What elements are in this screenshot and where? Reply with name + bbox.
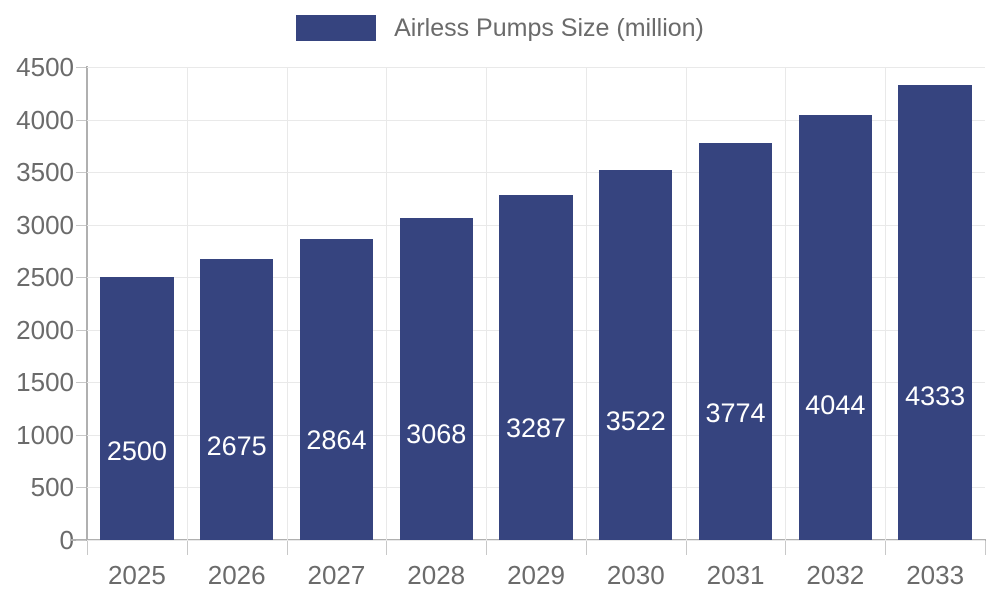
x-tick-label-2032: 2032	[806, 560, 865, 590]
y-tick-label: 1500	[16, 367, 74, 398]
x-tick-mark	[386, 541, 387, 555]
y-tick-mark	[76, 277, 86, 279]
gridline-vertical	[287, 67, 288, 540]
gridline-vertical	[187, 67, 188, 540]
bar-2028[interactable]: 3068	[399, 217, 473, 540]
chart-legend: Airless Pumps Size (million)	[0, 0, 1000, 56]
y-tick-label: 2000	[16, 314, 74, 345]
y-axis-tick-labels: 0 500 1000 1500 2000 2500 3000 3500 4000 4500	[0, 0, 74, 600]
gridline-vertical	[885, 67, 886, 540]
bars-layer: 2500 2675 2864 3068 3287 3522 3774 4044 4333	[87, 67, 985, 540]
gridline-vertical	[386, 67, 387, 540]
x-tick-label-2033: 2033	[906, 560, 965, 590]
bar-value-label: 2500	[106, 436, 167, 467]
y-tick-mark	[76, 67, 86, 68]
y-tick-label: 2500	[16, 262, 74, 293]
y-tick-mark	[76, 487, 86, 489]
gridline-vertical	[486, 67, 487, 540]
gridline-vertical	[586, 67, 587, 540]
x-tick-mark	[785, 541, 786, 555]
x-tick-label-2028: 2028	[407, 560, 466, 590]
x-tick-mark	[985, 541, 986, 555]
bar-value-label: 3774	[705, 397, 766, 428]
bar-value-label: 3287	[505, 412, 567, 443]
x-tick-label-2026: 2026	[207, 560, 266, 590]
bar-value-label: 2675	[206, 430, 267, 461]
bar-value-label: 3522	[605, 405, 666, 436]
gridline-horizontal	[87, 119, 985, 121]
y-tick-label: 3000	[16, 209, 74, 240]
bar-2026[interactable]: 2675	[199, 258, 274, 540]
x-tick-label-2025: 2025	[107, 560, 166, 590]
y-tick-label: 1000	[16, 419, 74, 450]
gridline-vertical	[785, 67, 786, 540]
legend-color-swatch-icon	[296, 15, 377, 41]
x-tick-label-2031: 2031	[706, 560, 765, 590]
gridline-horizontal	[87, 172, 985, 174]
gridline-horizontal	[87, 540, 985, 541]
bar-2027[interactable]: 2864	[299, 238, 374, 540]
bar-2029[interactable]: 3287	[499, 194, 573, 540]
bar-value-label: 2864	[306, 425, 367, 456]
y-tick-label: 4500	[16, 52, 74, 82]
legend-item-airless-pumps-size[interactable]: Airless Pumps Size (million)	[296, 15, 704, 41]
x-tick-mark	[885, 541, 886, 555]
x-tick-label-2029: 2029	[507, 560, 565, 590]
y-tick-label: 500	[30, 472, 74, 503]
y-tick-label: 3500	[16, 157, 74, 188]
plot-area: 2500 2675 2864 3068 3287 3522 3774 4044 4333	[87, 67, 985, 541]
gridline-vertical	[686, 67, 687, 540]
bar-2033[interactable]: 4333	[898, 84, 972, 540]
bar-value-label: 4333	[905, 381, 966, 412]
y-tick-mark	[76, 329, 86, 331]
y-tick-mark	[76, 434, 86, 436]
x-tick-mark	[287, 541, 288, 555]
bar-value-label: 3068	[406, 419, 467, 450]
y-tick-mark	[76, 382, 86, 384]
legend-label: Airless Pumps Size (million)	[394, 13, 704, 42]
x-tick-label-2030: 2030	[606, 560, 665, 590]
y-axis-line	[86, 66, 88, 541]
bar-2030[interactable]: 3522	[599, 169, 673, 540]
y-tick-mark	[76, 119, 86, 121]
y-tick-mark	[76, 172, 86, 174]
bar-2032[interactable]: 4044	[798, 114, 872, 540]
x-tick-mark	[187, 541, 188, 555]
bar-2025[interactable]: 2500	[100, 277, 174, 540]
x-tick-mark	[586, 541, 587, 555]
y-tick-label: 4000	[16, 104, 74, 135]
gridline-horizontal	[87, 67, 985, 68]
x-tick-mark	[87, 541, 88, 555]
bar-2031[interactable]: 3774	[698, 143, 773, 540]
y-tick-mark	[76, 224, 86, 226]
y-tick-label: 0	[59, 525, 74, 555]
x-tick-label-2027: 2027	[307, 560, 366, 590]
x-tick-mark	[486, 541, 487, 555]
bar-value-label: 4044	[805, 389, 866, 420]
y-tick-mark	[76, 540, 86, 541]
x-tick-mark	[686, 541, 687, 555]
